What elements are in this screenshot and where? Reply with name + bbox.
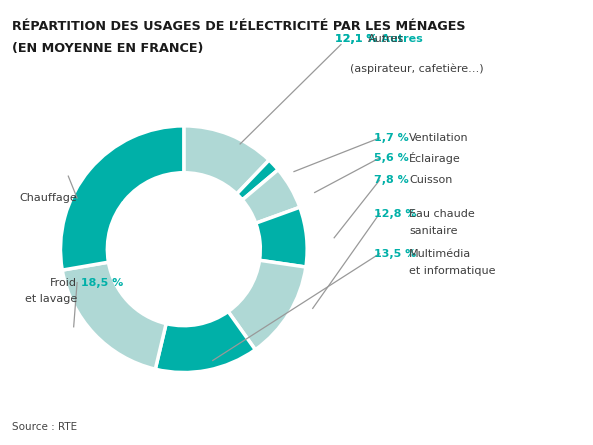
Wedge shape: [184, 126, 269, 194]
Text: Ventilation: Ventilation: [409, 133, 469, 143]
Text: et informatique: et informatique: [409, 267, 496, 276]
Wedge shape: [256, 207, 307, 267]
Wedge shape: [62, 262, 166, 369]
Text: 12,8 %: 12,8 %: [374, 209, 416, 218]
Text: (aspirateur, cafetière…): (aspirateur, cafetière…): [350, 63, 483, 74]
Text: Froid: Froid: [50, 278, 77, 287]
Text: Cuisson: Cuisson: [409, 175, 452, 185]
Text: 12,1 % Autres: 12,1 % Autres: [335, 35, 423, 44]
Wedge shape: [155, 312, 256, 372]
Text: Éclairage: Éclairage: [409, 152, 461, 164]
Text: Multimédia: Multimédia: [409, 249, 471, 259]
Text: et lavage: et lavage: [25, 295, 77, 304]
Text: 18,5 %: 18,5 %: [77, 278, 123, 287]
Wedge shape: [60, 126, 184, 270]
Text: Autres: Autres: [368, 35, 404, 44]
Text: 12,1 %: 12,1 %: [335, 35, 378, 44]
Text: Source : RTE: Source : RTE: [12, 422, 77, 432]
Text: 27,6 %: 27,6 %: [77, 193, 123, 203]
Text: (EN MOYENNE EN FRANCE): (EN MOYENNE EN FRANCE): [12, 42, 203, 55]
Text: Eau chaude: Eau chaude: [409, 209, 475, 218]
Wedge shape: [237, 160, 278, 200]
Text: 1,7 %: 1,7 %: [374, 133, 409, 143]
Text: 5,6 %: 5,6 %: [374, 153, 409, 163]
Text: 7,8 %: 7,8 %: [374, 175, 409, 185]
Text: 13,5 %: 13,5 %: [374, 249, 416, 259]
Text: RÉPARTITION DES USAGES DE L’ÉLECTRICITÉ PAR LES MÉNAGES: RÉPARTITION DES USAGES DE L’ÉLECTRICITÉ …: [12, 20, 466, 33]
Text: Chauffage: Chauffage: [20, 193, 77, 203]
Wedge shape: [228, 260, 306, 350]
Text: sanitaire: sanitaire: [409, 227, 458, 236]
Wedge shape: [243, 170, 300, 223]
